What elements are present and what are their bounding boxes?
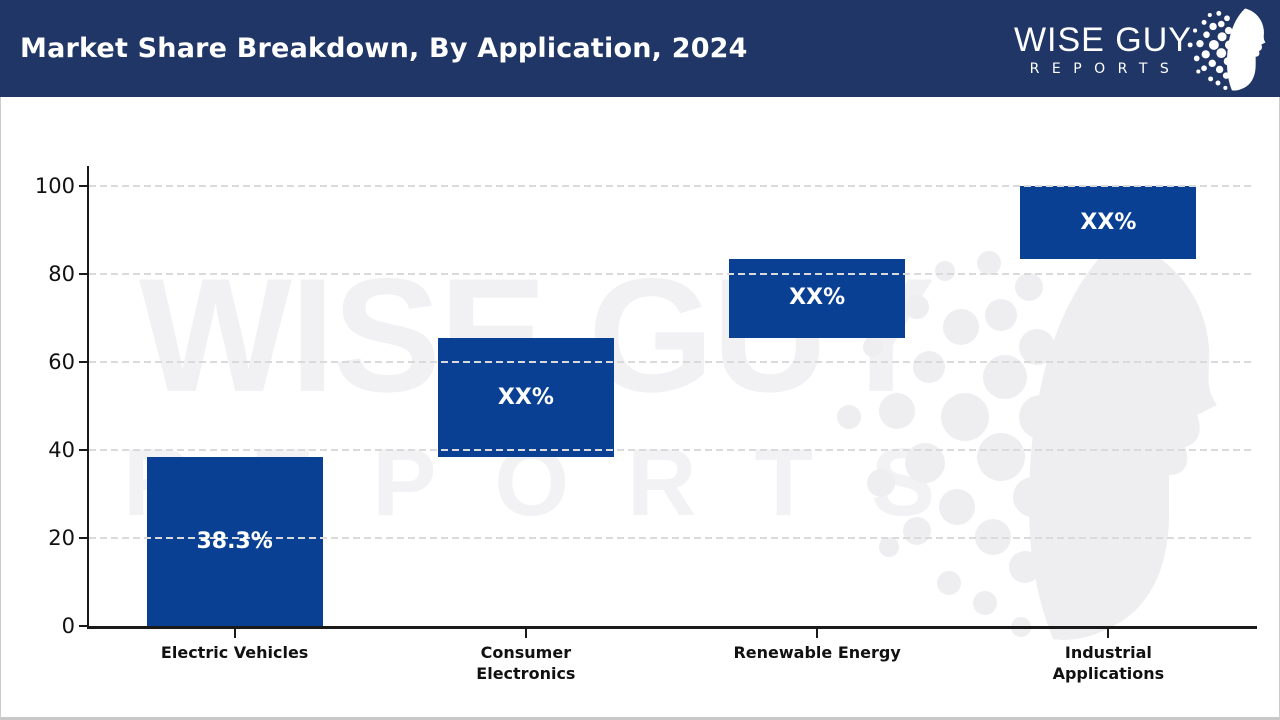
y-tick-label-100: 100 [34,174,75,198]
y-tick-label-20: 20 [48,526,75,550]
logo-head-icon [1187,8,1266,91]
x-category-label-line: Electronics [476,664,576,683]
bar-electric-vehicles [146,457,323,626]
plot-area: 0 20 40 60 80 100 38.3% Electric Vehicles XX% Con… [1,97,1279,717]
y-tick-label-60: 60 [48,350,75,374]
y-tick-mark-20 [79,537,87,539]
y-tick-mark-0 [79,625,87,627]
x-axis-line [87,626,1257,629]
x-category-label-industrial-applications: Industrial Applications [958,642,1258,684]
x-tick-mark-industrial-applications [1107,629,1110,638]
x-category-label-renewable-energy: Renewable Energy [667,642,967,663]
chart-canvas: WISE GUY REPORTS 0 20 40 60 80 100 38.3% Electr… [0,97,1280,720]
x-category-label-line: Applications [1052,664,1165,683]
bar-label-electric-vehicles: 38.3% [196,528,273,554]
x-category-label-electric-vehicles: Electric Vehicles [85,642,385,663]
y-tick-label-40: 40 [48,438,75,462]
x-category-label-line: Renewable Energy [733,643,901,662]
x-tick-mark-renewable-energy [816,629,819,638]
bar-label-industrial-applications: XX% [1080,209,1137,235]
logo-name-text: WISE GUY [1013,21,1192,59]
watermark-head-icon [837,239,1217,640]
wiseguy-logo: WISE GUY REPORTS [1014,4,1268,94]
y-tick-label-0: 0 [61,614,75,638]
header-bar: Market Share Breakdown, By Application, … [0,0,1280,97]
logo-wordmark: WISE GUY REPORTS [1014,21,1192,77]
bar-consumer-electronics [437,337,614,458]
y-tick-mark-60 [79,361,87,363]
grid-line-40 [89,449,1254,451]
y-tick-mark-100 [79,185,87,187]
y-tick-label-80: 80 [48,262,75,286]
y-axis-line [87,166,89,628]
x-category-label-line: Industrial [1064,643,1152,662]
grid-line-80 [89,273,1254,275]
x-category-label-line: Consumer [480,643,572,662]
x-tick-mark-consumer-electronics [524,629,527,638]
grid-line-100 [89,185,1254,187]
logo-subtitle-text: REPORTS [1029,61,1182,77]
x-tick-mark-electric-vehicles [233,629,236,638]
chart-title: Market Share Breakdown, By Application, … [20,33,748,64]
y-tick-mark-80 [79,273,87,275]
grid-line-20 [89,537,1254,539]
bar-label-consumer-electronics: XX% [497,384,554,410]
x-category-label-consumer-electronics: Consumer Electronics [376,642,676,684]
bar-industrial-applications [1020,186,1197,260]
y-tick-mark-40 [79,449,87,451]
grid-line-60 [89,361,1254,363]
x-category-label-line: Electric Vehicles [160,643,309,662]
bar-renewable-energy [729,259,906,338]
bar-label-renewable-energy: XX% [789,285,846,311]
